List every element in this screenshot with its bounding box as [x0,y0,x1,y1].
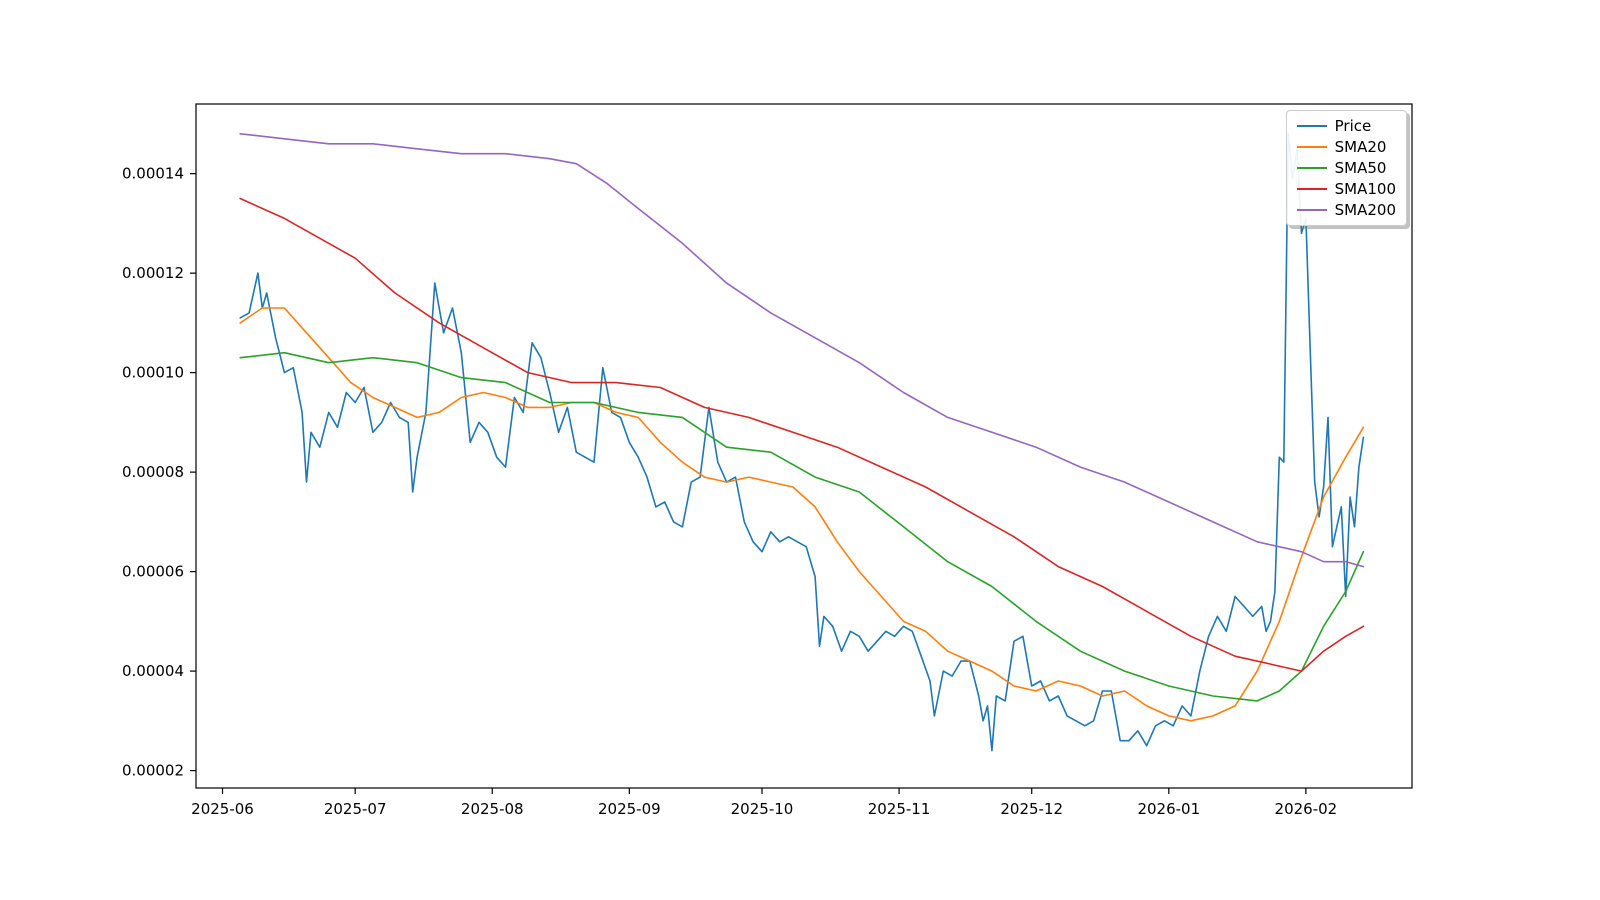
x-tick-label: 2025-11 [868,800,931,818]
x-tick-label: 2026-01 [1137,800,1200,818]
legend-label-price: Price [1334,117,1372,135]
x-tick-label: 2025-10 [731,800,794,818]
legend-label-sma200: SMA200 [1334,201,1396,219]
series-line-sma200 [239,133,1365,568]
legend-item-sma20: SMA20 [1296,138,1396,156]
x-tick-label: 2025-08 [461,800,524,818]
legend-swatch-sma50 [1296,167,1327,169]
legend-label-sma50: SMA50 [1334,159,1387,177]
legend-swatch-sma20 [1296,146,1327,148]
legend-swatch-sma100 [1296,188,1327,190]
legend-swatch-price [1296,125,1327,127]
plot-frame [195,103,1413,789]
legend-item-sma50: SMA50 [1296,159,1396,177]
legend-item-sma100: SMA100 [1296,180,1396,198]
y-tick-label: 0.00012 [122,264,184,282]
y-tick-label: 0.00004 [122,662,184,680]
series-line-sma20 [239,307,1365,722]
x-tick-label: 2025-09 [598,800,661,818]
series-line-price [239,133,1365,752]
y-tick-label: 0.00002 [122,762,184,780]
y-tick-label: 0.00006 [122,563,184,581]
series-line-sma50 [239,351,1365,702]
series-line-sma100 [239,197,1365,672]
legend-item-sma200: SMA200 [1296,201,1396,219]
legend-label-sma100: SMA100 [1334,180,1396,198]
y-tick-label: 0.00014 [122,165,184,183]
legend-swatch-sma200 [1296,209,1327,211]
x-tick-label: 2025-06 [191,800,254,818]
x-tick-label: 2026-02 [1275,800,1338,818]
legend-item-price: Price [1296,117,1396,135]
legend-label-sma20: SMA20 [1334,138,1387,156]
legend: Price SMA20 SMA50 SMA100 SMA200 [1285,110,1407,226]
x-tick-label: 2025-07 [324,800,387,818]
y-tick-label: 0.00010 [122,364,184,382]
y-tick-label: 0.00008 [122,463,184,481]
x-tick-label: 2025-12 [1000,800,1063,818]
